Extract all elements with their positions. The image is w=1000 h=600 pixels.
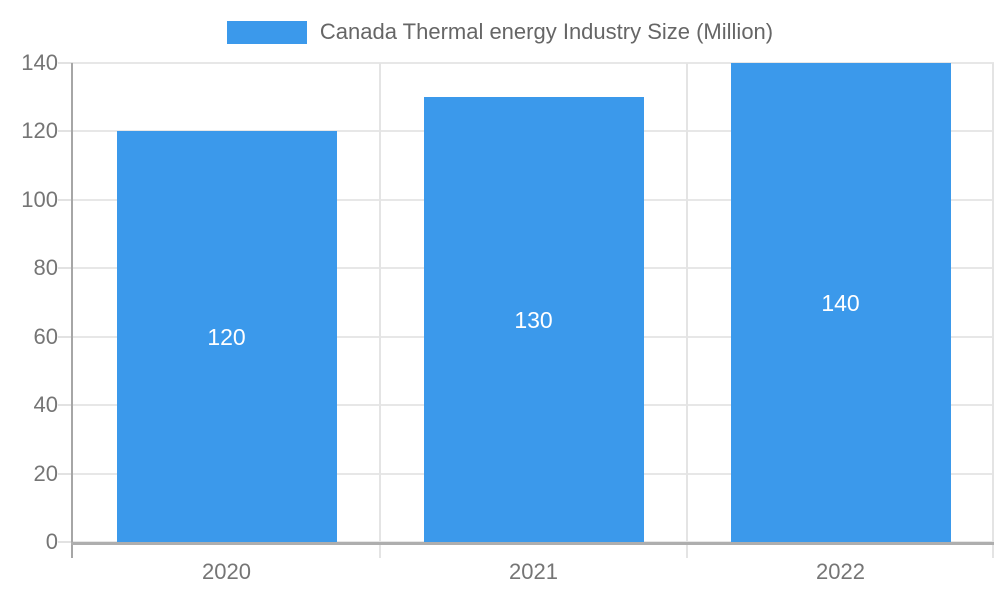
y-tick-label: 60 (33, 323, 58, 349)
x-tick-label: 2021 (509, 559, 558, 584)
y-tick (58, 472, 73, 475)
legend-swatch (226, 20, 307, 44)
y-tick (58, 404, 73, 407)
chart-legend: Canada Thermal energy Industry Size (Mil… (0, 19, 1000, 45)
y-tick (58, 130, 73, 133)
bar (423, 97, 644, 542)
grid-line-x (992, 63, 994, 558)
legend-label: Canada Thermal energy Industry Size (Mil… (319, 19, 774, 44)
y-tick (58, 198, 73, 201)
bar-value-label: 120 (207, 323, 246, 350)
y-tick-label: 0 (45, 529, 58, 554)
bar (116, 131, 337, 542)
y-tick-label: 140 (21, 50, 58, 75)
plot-area: 0 20 40 60 80 100 120 140 120 2020 130 2021 140 2022 (21, 50, 994, 584)
y-tick-label: 100 (21, 186, 58, 212)
bar-value-label: 140 (821, 289, 860, 316)
x-tick-label: 2022 (816, 559, 865, 584)
y-tick-label: 40 (33, 392, 58, 418)
y-tick-label: 80 (33, 255, 58, 281)
y-tick (58, 267, 73, 270)
grid-line-x (686, 63, 688, 558)
y-tick (58, 62, 73, 64)
bar-value-label: 130 (514, 306, 553, 333)
y-tick-label: 20 (33, 460, 58, 486)
y-axis-line (71, 63, 73, 558)
y-tick (58, 541, 73, 543)
grid-line-x (379, 63, 381, 558)
grid-line-y (73, 62, 994, 64)
y-tick-label: 120 (21, 118, 58, 144)
x-tick-label: 2020 (202, 559, 251, 584)
y-tick (58, 335, 73, 338)
x-axis-line (71, 542, 994, 545)
bar (730, 63, 951, 542)
